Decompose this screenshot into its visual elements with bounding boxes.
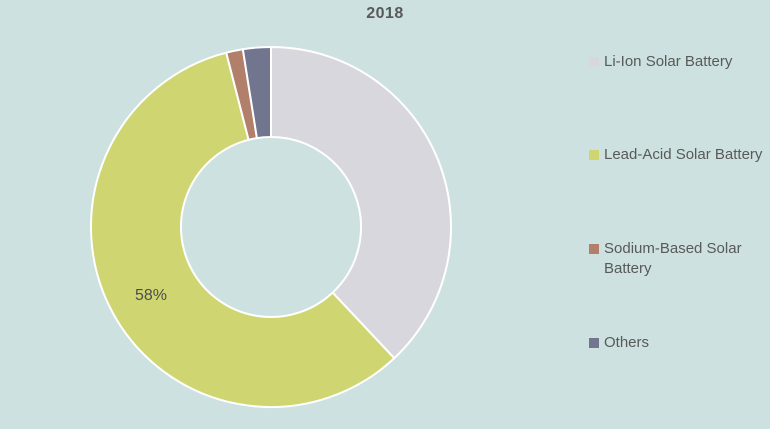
donut-slice-li-ion-solar-battery — [270, 46, 452, 360]
legend-item-others: Others — [589, 333, 649, 353]
legend-label-li-ion: Li-Ion Solar Battery — [604, 53, 733, 70]
legend-swatch-li-ion — [589, 57, 599, 67]
legend-label-lead-acid: Lead-Acid Solar Battery — [604, 146, 763, 163]
legend-item-li-ion: Li-Ion Solar Battery — [589, 52, 732, 72]
data-label-lead-acid-percent: 58% — [134, 287, 168, 304]
legend-label-sodium-based: Sodium-Based Solar Battery — [604, 240, 742, 277]
legend-swatch-sodium-based — [589, 244, 599, 254]
legend-swatch-lead-acid — [589, 150, 599, 160]
donut-slice-others — [241, 46, 272, 140]
legend-swatch-others — [589, 338, 599, 348]
legend-item-sodium-based: Sodium-Based Solar Battery — [589, 239, 767, 279]
legend-label-others: Others — [604, 334, 650, 351]
legend-item-lead-acid: Lead-Acid Solar Battery — [589, 145, 762, 165]
legend: Li-Ion Solar Battery Lead-Acid Solar Bat… — [589, 0, 767, 429]
donut-slice-lead-acid-solar-battery — [90, 51, 396, 408]
chart-title: 2018 — [366, 5, 404, 22]
